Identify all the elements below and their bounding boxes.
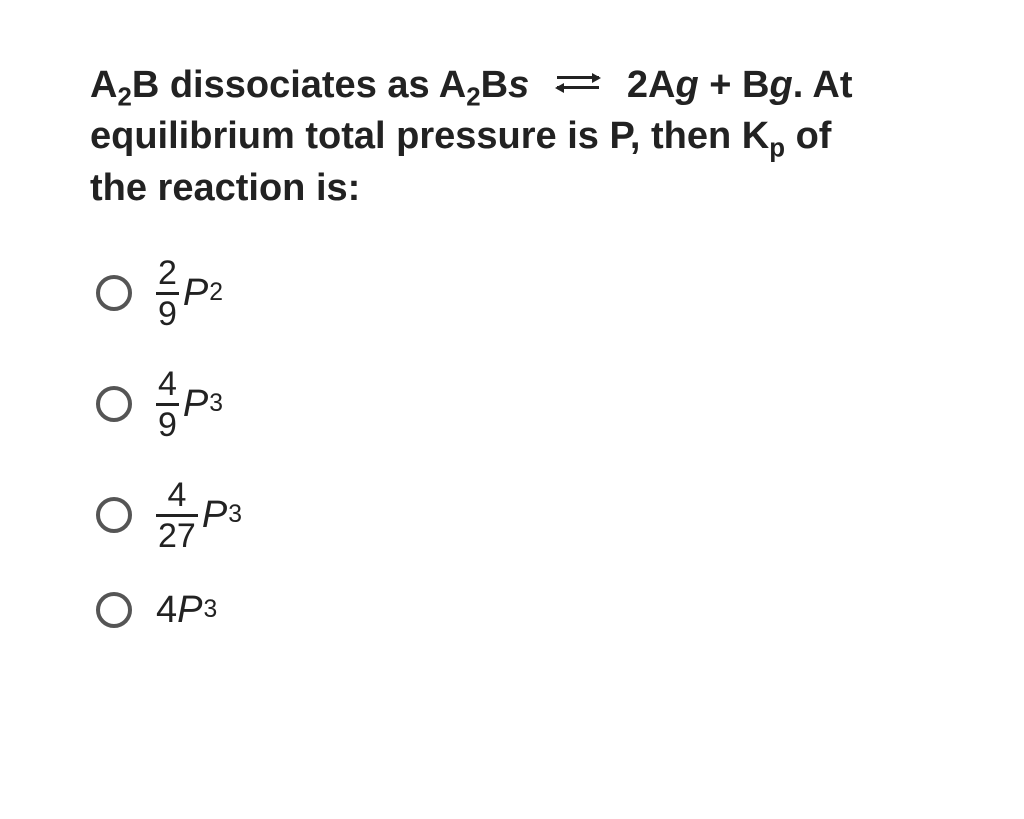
option-4[interactable]: 4P3	[96, 589, 934, 632]
fraction-numerator: 2	[156, 256, 179, 290]
q-subscript: 2	[466, 84, 480, 112]
equilibrium-arrows-icon	[557, 66, 599, 100]
question-text: A2B dissociates as A2Bs 2Ag + Bg. At equ…	[90, 60, 934, 214]
radio-icon[interactable]	[96, 592, 132, 628]
fraction-numerator: 4	[156, 367, 179, 401]
q-text-seg: B dissociates as A	[132, 64, 466, 106]
q-state: g	[769, 64, 792, 106]
q-text-seg: equilibrium total pressure is P, then K	[90, 115, 769, 157]
coefficient: 4	[156, 589, 177, 632]
q-text-seg: the reaction is:	[90, 167, 360, 209]
fraction: 2 9	[156, 256, 179, 331]
q-text-seg: A	[90, 64, 117, 106]
fraction: 4 27	[156, 478, 198, 553]
fraction-denominator: 27	[156, 519, 198, 553]
fraction: 4 9	[156, 367, 179, 442]
option-expression: 2 9 P2	[156, 256, 223, 331]
fraction-denominator: 9	[156, 408, 179, 442]
q-text-seg: of	[785, 115, 831, 157]
radio-icon[interactable]	[96, 497, 132, 533]
question-container: A2B dissociates as A2Bs 2Ag + Bg. At equ…	[0, 0, 1024, 692]
q-state: s	[508, 64, 529, 106]
option-1[interactable]: 2 9 P2	[96, 256, 934, 331]
variable: P	[177, 589, 202, 632]
option-expression: 4 9 P3	[156, 367, 223, 442]
q-text-seg: B	[481, 64, 508, 106]
fraction-numerator: 4	[165, 478, 188, 512]
option-expression: 4 27 P3	[156, 478, 242, 553]
option-3[interactable]: 4 27 P3	[96, 478, 934, 553]
q-subscript: 2	[117, 84, 131, 112]
options-list: 2 9 P2 4 9 P3 4	[90, 256, 934, 632]
q-text-seg: 2A	[627, 64, 676, 106]
variable: P	[183, 272, 208, 315]
variable: P	[202, 494, 227, 537]
option-2[interactable]: 4 9 P3	[96, 367, 934, 442]
fraction-denominator: 9	[156, 297, 179, 331]
radio-icon[interactable]	[96, 386, 132, 422]
radio-icon[interactable]	[96, 275, 132, 311]
q-subscript: p	[769, 135, 785, 163]
option-expression: 4P3	[156, 589, 217, 632]
variable: P	[183, 383, 208, 426]
q-text-seg: + B	[699, 64, 770, 106]
q-text-seg: . At	[793, 64, 853, 106]
q-state: g	[676, 64, 699, 106]
